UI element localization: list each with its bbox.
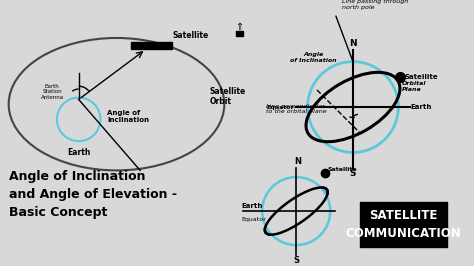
Ellipse shape [265,188,328,235]
Text: S: S [293,256,299,265]
Text: Satellite: Satellite [173,31,209,40]
Bar [131,42,146,49]
Text: Satellite
Orbit: Satellite Orbit [209,87,246,106]
Text: Orbital
Plane: Orbital Plane [402,81,427,92]
Text: Earth
Station
Antenna: Earth Station Antenna [41,84,64,100]
FancyBboxPatch shape [360,202,447,247]
Ellipse shape [262,177,330,245]
Text: Line passing through
north pole: Line passing through north pole [342,0,408,10]
Text: Angle of Inclination
and Angle of Elevation -
Basic Concept: Angle of Inclination and Angle of Elevat… [9,171,177,219]
Text: SATELLITE
COMMUNICATION: SATELLITE COMMUNICATION [345,209,461,240]
Bar [147,42,156,49]
Text: Satellite: Satellite [328,167,357,172]
Text: Earth: Earth [67,148,91,157]
Text: N: N [295,157,301,166]
Bar [236,31,243,36]
Text: Angle
of Inclination: Angle of Inclination [290,52,337,63]
Text: Satellite: Satellite [404,74,438,80]
Text: N: N [349,39,357,48]
Text: Angle of
Inclination: Angle of Inclination [107,110,149,123]
Text: Equator: Equator [241,217,266,222]
Text: ⇑: ⇑ [236,22,244,32]
Ellipse shape [9,38,224,171]
Text: S: S [350,169,356,178]
Text: Line perpendicular
to the orbital plane: Line perpendicular to the orbital plane [266,103,327,114]
Text: Earth: Earth [241,203,263,209]
Text: Equator: Equator [267,105,294,110]
Bar [157,42,173,49]
Text: Earth: Earth [410,104,432,110]
